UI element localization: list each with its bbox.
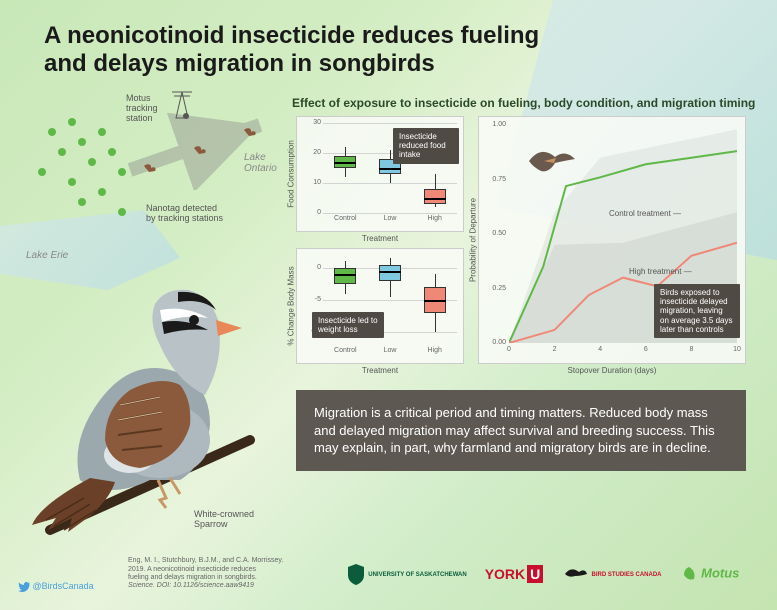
pd-high-label: High treatment — — [629, 267, 692, 276]
bird-icon — [561, 564, 589, 584]
fc-ylabel: Food Consumption — [287, 140, 296, 208]
charts-subtitle: Effect of exposure to insecticide on fue… — [292, 96, 755, 110]
bm-callout: Insecticide led to weight loss — [312, 312, 384, 338]
pd-ylabel: Probability of Departure — [469, 198, 478, 282]
pd-control-label: Control treatment — — [609, 209, 681, 218]
logo-york: YORKU — [485, 566, 544, 582]
tower-icon — [164, 88, 200, 124]
title-line1: A neonicotinoid insecticide reduces fuel… — [44, 22, 539, 49]
pd-callout: Birds exposed to insecticide delayed mig… — [654, 284, 740, 338]
migration-arrow — [120, 110, 300, 190]
logo-motus: Motus — [680, 565, 740, 583]
logos: UNIVERSITY OF SASKATCHEWAN YORKU BIRD ST… — [346, 562, 739, 586]
conclusion-box: Migration is a critical period and timin… — [296, 390, 746, 471]
pd-xlabel: Stopover Duration (days) — [568, 366, 657, 375]
citation: Eng, M. I., Stutchbury, B.J.M., and C.A.… — [128, 557, 328, 591]
chart-body-mass: % Change Body Mass Treatment -10-50Contr… — [296, 248, 464, 364]
flying-bird-icon — [519, 143, 577, 183]
shield-icon — [346, 562, 366, 586]
bm-ylabel: % Change Body Mass — [287, 266, 296, 345]
fc-callout: Insecticide reduced food intake — [393, 128, 459, 164]
footer: Eng, M. I., Stutchbury, B.J.M., and C.A.… — [0, 544, 777, 604]
bm-xlabel: Treatment — [362, 366, 398, 375]
page-title: A neonicotinoid insecticide reduces fuel… — [44, 22, 539, 77]
sparrow-label: White-crownedSparrow — [194, 510, 254, 530]
logo-bsc: BIRD STUDIES CANADA — [561, 564, 661, 584]
title-line2: and delays migration in songbirds — [44, 50, 435, 77]
fc-xlabel: Treatment — [362, 234, 398, 243]
leaf-icon — [680, 565, 698, 583]
logo-usask: UNIVERSITY OF SASKATCHEWAN — [346, 562, 467, 586]
sparrow-illustration — [10, 240, 310, 550]
